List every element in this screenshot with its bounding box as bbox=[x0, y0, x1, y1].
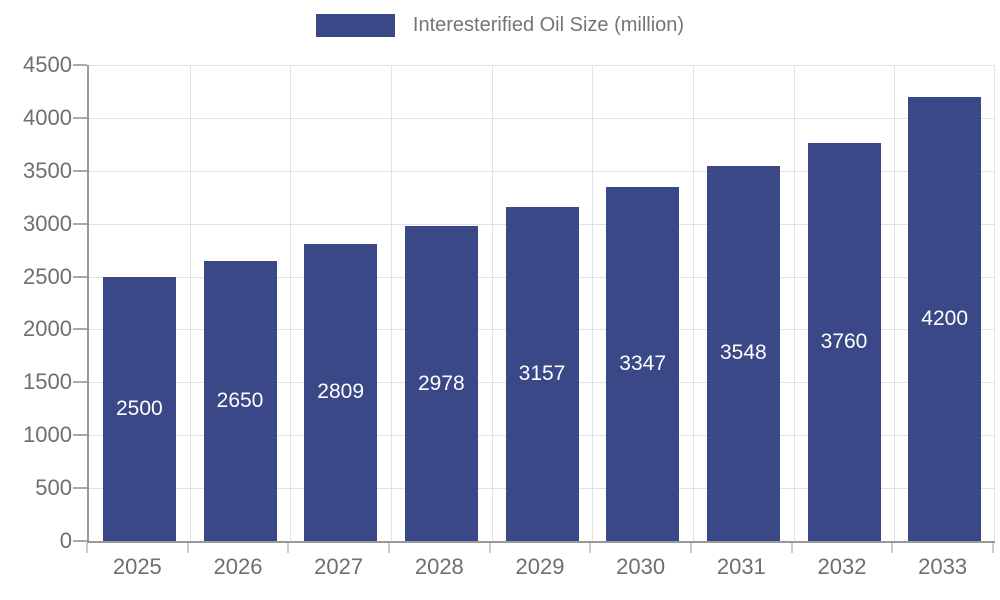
bar-2025[interactable]: 2500 bbox=[102, 276, 176, 541]
h-gridline-4000 bbox=[89, 117, 995, 119]
y-tick-mark-4500 bbox=[73, 64, 87, 66]
x-tick-label-2030: 2030 bbox=[616, 554, 666, 579]
bar-2030[interactable]: 3347 bbox=[606, 186, 680, 541]
v-gridline-9 bbox=[994, 65, 995, 541]
x-tick-mark-4 bbox=[488, 543, 491, 553]
x-tick-mark-1 bbox=[186, 543, 189, 553]
v-gridline-7 bbox=[793, 65, 795, 541]
y-tick-label-0: 0 bbox=[59, 528, 72, 553]
y-tick-mark-3500 bbox=[73, 169, 87, 172]
x-tick-label-2031: 2031 bbox=[716, 554, 766, 579]
plot-area: 2500 2650 2809 2978 3157 3347 3548 3760 4200 bbox=[87, 65, 995, 543]
y-tick-label-500: 500 bbox=[35, 475, 72, 501]
bar-2032[interactable]: 3760 bbox=[807, 143, 881, 541]
legend-item[interactable]: Interesterified Oil Size (million) bbox=[0, 14, 1000, 37]
bar-2033[interactable]: 4200 bbox=[908, 96, 982, 541]
bar-value-label-2031: 3548 bbox=[719, 341, 767, 365]
v-gridline-4 bbox=[491, 65, 493, 541]
bar-2031[interactable]: 3548 bbox=[706, 165, 780, 541]
y-tick-mark-0 bbox=[73, 540, 87, 542]
bar-value-label-2029: 3157 bbox=[518, 362, 566, 386]
x-tick-mark-0 bbox=[86, 543, 88, 553]
x-tick-label-2025: 2025 bbox=[112, 554, 162, 579]
bar-value-label-2025: 2500 bbox=[115, 396, 163, 420]
y-tick-label-1000: 1000 bbox=[23, 422, 72, 448]
x-tick-mark-6 bbox=[690, 543, 692, 553]
bar-value-label-2026: 2650 bbox=[216, 388, 264, 412]
bar-value-label-2027: 2809 bbox=[317, 380, 365, 404]
y-tick-label-2000: 2000 bbox=[23, 316, 72, 342]
bar-2027[interactable]: 2809 bbox=[304, 243, 378, 541]
y-tick-mark-4000 bbox=[73, 116, 87, 119]
v-gridline-1 bbox=[189, 65, 191, 541]
x-tick-mark-5 bbox=[589, 543, 592, 553]
y-tick-mark-1000 bbox=[73, 434, 87, 437]
y-tick-label-2500: 2500 bbox=[23, 263, 72, 289]
bar-2029[interactable]: 3157 bbox=[505, 207, 579, 541]
bar-value-label-2030: 3347 bbox=[619, 351, 667, 375]
y-tick-label-1500: 1500 bbox=[23, 369, 72, 395]
y-tick-label-3500: 3500 bbox=[23, 157, 72, 183]
h-gridline-4500 bbox=[89, 65, 995, 66]
x-tick-label-2032: 2032 bbox=[817, 554, 867, 579]
x-tick-label-2029: 2029 bbox=[515, 554, 565, 579]
y-tick-mark-3000 bbox=[73, 222, 87, 225]
x-tick-label-2026: 2026 bbox=[213, 554, 263, 579]
bar-value-label-2033: 4200 bbox=[921, 306, 969, 330]
x-tick-label-2028: 2028 bbox=[414, 554, 464, 579]
legend-swatch bbox=[315, 14, 395, 37]
v-gridline-5 bbox=[592, 65, 594, 541]
bar-value-label-2032: 3760 bbox=[820, 330, 868, 354]
y-tick-mark-500 bbox=[73, 487, 87, 490]
y-tick-label-4500: 4500 bbox=[23, 52, 72, 77]
x-tick-mark-9 bbox=[992, 543, 994, 553]
bar-value-label-2028: 2978 bbox=[417, 371, 465, 395]
legend-label: Interesterified Oil Size (million) bbox=[412, 14, 685, 36]
x-tick-label-2027: 2027 bbox=[314, 554, 364, 579]
v-gridline-8 bbox=[894, 65, 896, 541]
y-tick-mark-2500 bbox=[73, 275, 87, 278]
x-tick-mark-8 bbox=[891, 543, 894, 553]
bar-2026[interactable]: 2650 bbox=[203, 260, 277, 541]
x-tick-label-2033: 2033 bbox=[918, 554, 968, 579]
y-tick-label-3000: 3000 bbox=[23, 210, 72, 236]
y-tick-mark-1500 bbox=[73, 381, 87, 384]
y-tick-label-4000: 4000 bbox=[23, 104, 72, 130]
v-gridline-2 bbox=[290, 65, 292, 541]
bar-2028[interactable]: 2978 bbox=[404, 226, 478, 541]
v-gridline-3 bbox=[391, 65, 392, 541]
v-gridline-6 bbox=[693, 65, 694, 541]
h-gridline-3500 bbox=[89, 170, 995, 172]
x-tick-mark-7 bbox=[790, 543, 793, 553]
y-tick-mark-2000 bbox=[73, 328, 87, 331]
x-tick-mark-3 bbox=[388, 543, 390, 553]
x-tick-mark-2 bbox=[287, 543, 290, 553]
